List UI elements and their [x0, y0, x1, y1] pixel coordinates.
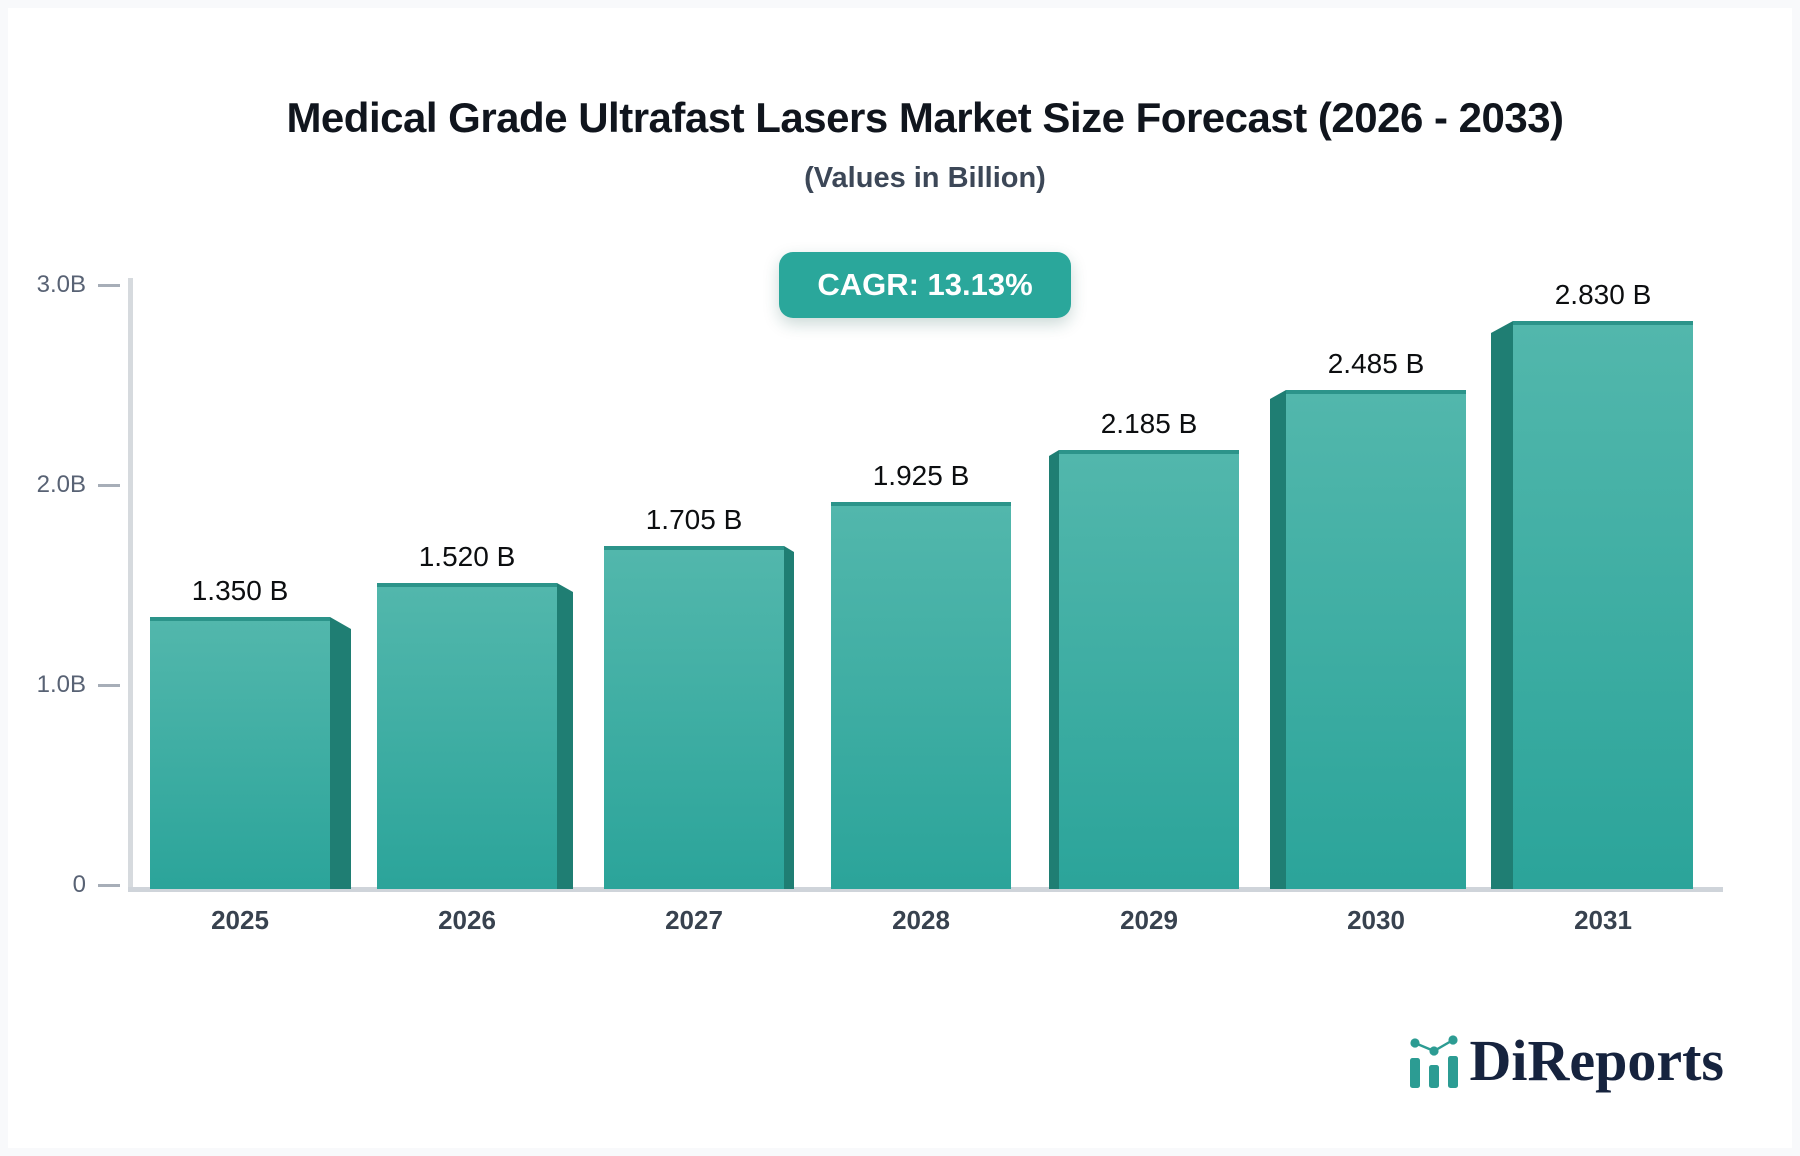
y-axis-tick — [98, 684, 120, 687]
cagr-badge-row: CAGR: 13.13% — [130, 252, 1720, 318]
bar-2031 — [1513, 321, 1693, 889]
bar-3d-side — [557, 583, 573, 889]
x-axis-label-2029: 2029 — [1120, 905, 1178, 935]
y-axis-tick-label: 1.0B — [36, 671, 86, 698]
x-axis-label-2028: 2028 — [892, 905, 950, 935]
x-axis-label-2030: 2030 — [1347, 905, 1405, 935]
bar-value-label: 1.350 B — [191, 575, 289, 606]
x-axis-line — [128, 887, 1723, 892]
bar-value-label: 1.520 B — [418, 541, 516, 572]
bar-value-label: 1.705 B — [645, 504, 743, 535]
y-axis-tick-label: 3.0B — [36, 271, 86, 298]
bar-value-label: 2.485 B — [1327, 348, 1425, 379]
bar-value-label: 1.925 B — [872, 460, 970, 491]
bar-2030 — [1286, 390, 1466, 889]
x-axis-label-2031: 2031 — [1574, 905, 1632, 935]
bar-2025 — [150, 617, 330, 889]
bar-2028 — [831, 502, 1011, 889]
bar-2026 — [377, 583, 557, 889]
bar-3d-side — [784, 546, 794, 889]
y-axis-line — [128, 278, 133, 892]
y-axis-tick-label: 0 — [72, 871, 86, 898]
y-axis-tick-label: 2.0B — [36, 471, 86, 498]
bar-3d-side — [1270, 390, 1286, 889]
x-axis-label-2027: 2027 — [665, 905, 723, 935]
chart-subtitle: (Values in Billion) — [804, 162, 1046, 194]
bar-3d-side — [1049, 450, 1059, 889]
bar-3d-side — [1491, 321, 1513, 889]
bar-2027 — [604, 546, 784, 889]
chart-title: Medical Grade Ultrafast Lasers Market Si… — [286, 94, 1564, 141]
bar-value-label: 2.830 B — [1554, 279, 1652, 310]
cagr-badge: CAGR: 13.13% — [779, 252, 1071, 318]
brand-name: DiReports — [1469, 1028, 1724, 1093]
mini-bar-line-chart-icon — [1410, 1035, 1459, 1088]
y-axis-tick — [98, 884, 120, 887]
x-axis-label-2025: 2025 — [211, 905, 269, 935]
bar-2029 — [1059, 450, 1239, 889]
direports-logo: DiReports — [1409, 1032, 1724, 1090]
bar-value-label: 2.185 B — [1100, 408, 1198, 439]
y-axis-tick — [98, 484, 120, 487]
y-axis-tick — [98, 284, 120, 287]
bar-3d-side — [330, 617, 351, 889]
x-axis-label-2026: 2026 — [438, 905, 496, 935]
